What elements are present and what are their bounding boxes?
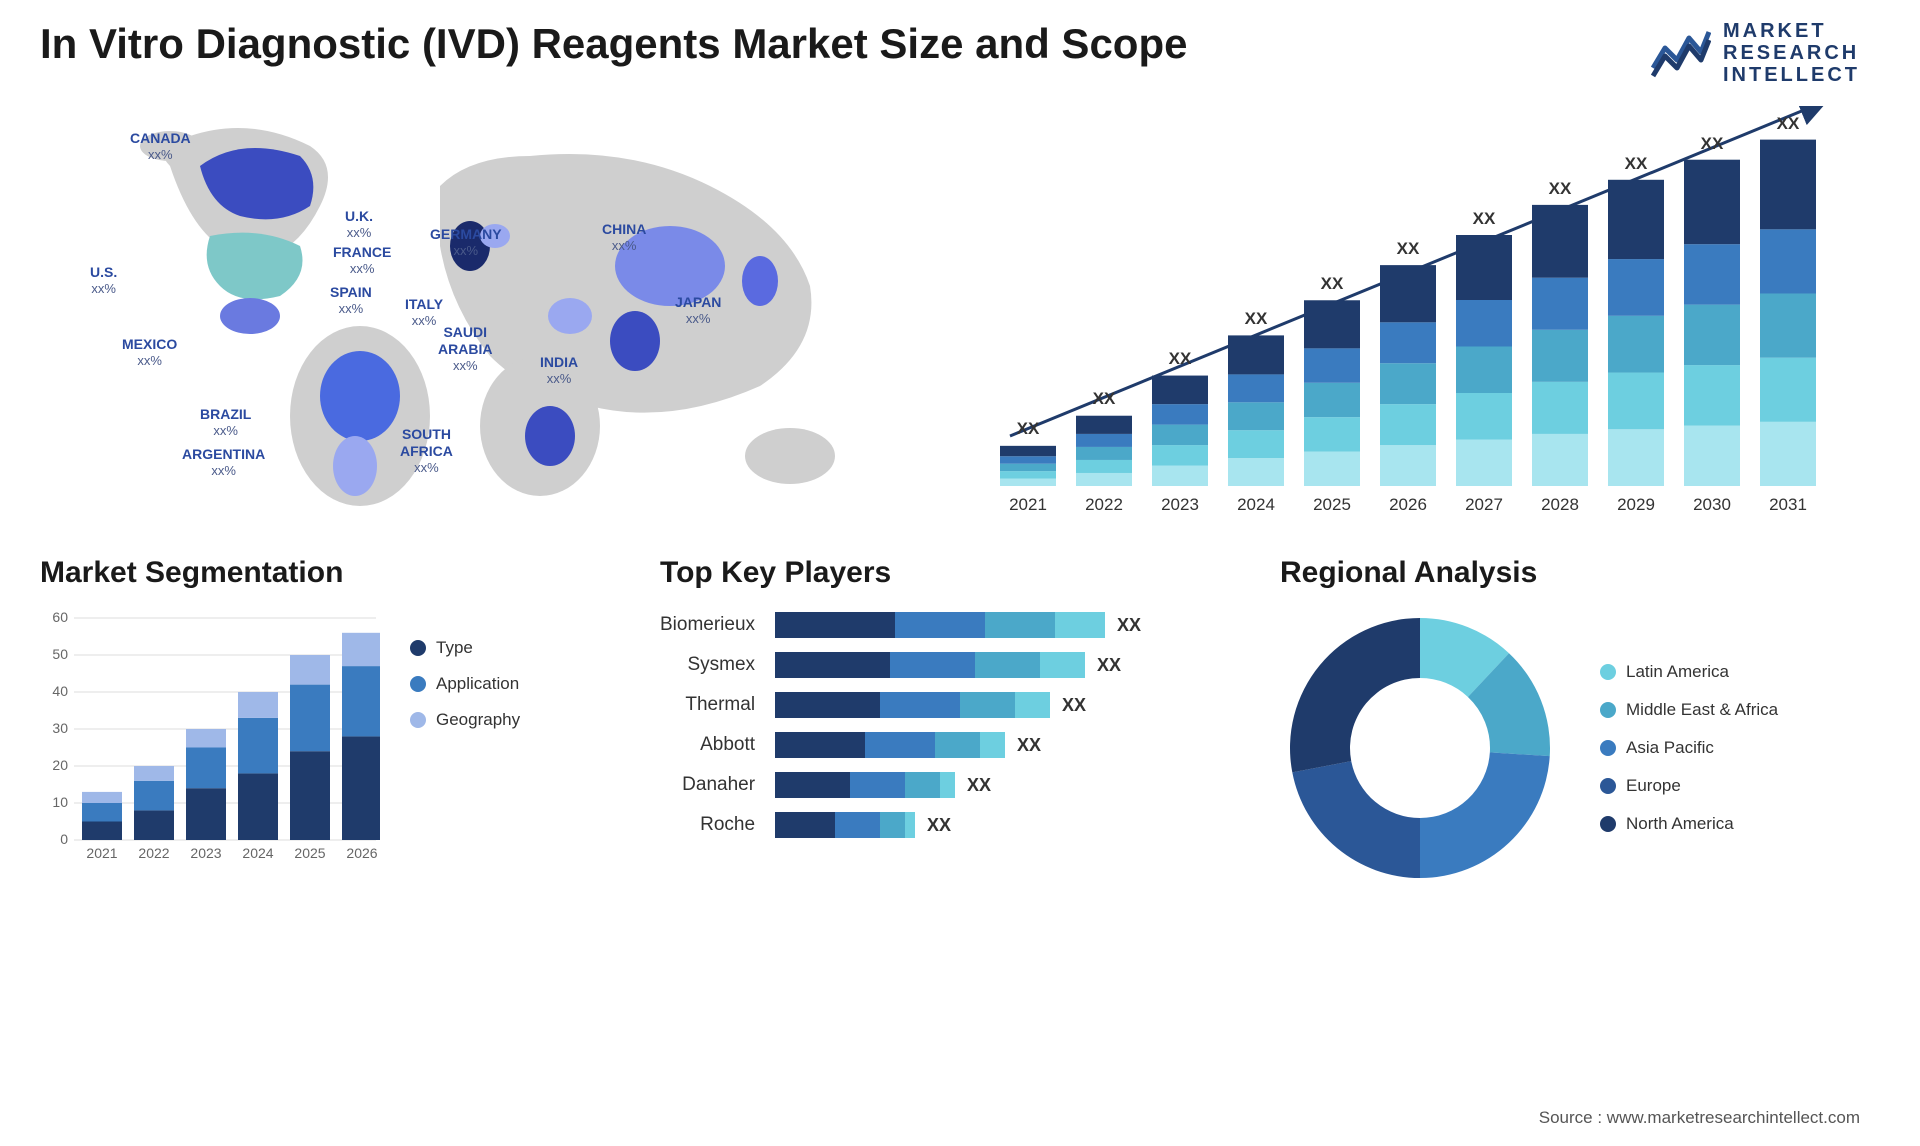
svg-text:2024: 2024 — [1237, 495, 1275, 514]
svg-text:2025: 2025 — [294, 845, 325, 861]
map-label: BRAZILxx% — [200, 406, 251, 438]
svg-text:XX: XX — [1777, 114, 1800, 133]
map-label: SOUTHAFRICAxx% — [400, 426, 453, 475]
segmentation-chart-svg: 0 10 20 30 40 50 60 2021 2022 2023 2024 2025 2026 — [40, 608, 380, 868]
player-name: Thermal — [685, 692, 755, 718]
regional-title: Regional Analysis — [1280, 556, 1860, 590]
svg-text:XX: XX — [1397, 239, 1420, 258]
player-value: XX — [1062, 695, 1086, 716]
svg-text:20: 20 — [52, 757, 68, 773]
svg-text:2027: 2027 — [1465, 495, 1503, 514]
player-value: XX — [1017, 735, 1041, 756]
player-name: Danaher — [682, 772, 755, 798]
player-value: XX — [1097, 655, 1121, 676]
svg-text:2022: 2022 — [1085, 495, 1123, 514]
svg-text:2024: 2024 — [242, 845, 273, 861]
world-map-svg — [40, 106, 940, 526]
regional-panel: Regional Analysis Latin America Middle Ea… — [1280, 556, 1860, 888]
map-label: CHINAxx% — [602, 221, 646, 253]
player-bar-row: XX — [775, 812, 1240, 838]
player-name: Roche — [700, 812, 755, 838]
logo-line2: RESEARCH — [1723, 42, 1860, 64]
legend-item: Application — [410, 674, 520, 694]
logo-line1: MARKET — [1723, 20, 1860, 42]
player-name: Biomerieux — [660, 612, 755, 638]
logo-line3: INTELLECT — [1723, 64, 1860, 86]
map-label: SAUDIARABIAxx% — [438, 324, 492, 373]
map-label: U.S.xx% — [90, 264, 117, 296]
regional-donut-svg — [1280, 608, 1560, 888]
map-label: CANADAxx% — [130, 130, 191, 162]
segmentation-panel: Market Segmentation 0 10 20 30 40 50 60 2021 202… — [40, 556, 620, 888]
map-label: MEXICOxx% — [122, 336, 177, 368]
players-title: Top Key Players — [660, 556, 1240, 590]
svg-text:2021: 2021 — [86, 845, 117, 861]
svg-text:2023: 2023 — [1161, 495, 1199, 514]
svg-text:50: 50 — [52, 646, 68, 662]
legend-item: Middle East & Africa — [1600, 700, 1778, 720]
map-label: SPAINxx% — [330, 284, 372, 316]
svg-text:30: 30 — [52, 720, 68, 736]
svg-text:0: 0 — [60, 831, 68, 847]
svg-text:XX: XX — [1093, 389, 1116, 408]
svg-text:2022: 2022 — [138, 845, 169, 861]
player-bar-row: XX — [775, 692, 1240, 718]
players-labels: Biomerieux Sysmex Thermal Abbott Danaher Roch… — [660, 608, 755, 838]
svg-text:2029: 2029 — [1617, 495, 1655, 514]
player-value: XX — [927, 815, 951, 836]
legend-item: Type — [410, 638, 520, 658]
map-label: U.K.xx% — [345, 208, 373, 240]
source-attribution: Source : www.marketresearchintellect.com — [1539, 1108, 1860, 1128]
legend-item: Europe — [1600, 776, 1778, 796]
svg-text:2026: 2026 — [1389, 495, 1427, 514]
svg-text:2028: 2028 — [1541, 495, 1579, 514]
map-label: JAPANxx% — [675, 294, 721, 326]
player-name: Sysmex — [687, 652, 755, 678]
player-value: XX — [1117, 615, 1141, 636]
svg-text:XX: XX — [1321, 274, 1344, 293]
players-bars: XX XX XX XX XX XX — [775, 608, 1240, 838]
map-label: FRANCExx% — [333, 244, 391, 276]
segmentation-legend: Type Application Geography — [410, 608, 520, 868]
player-name: Abbott — [700, 732, 755, 758]
svg-text:2023: 2023 — [190, 845, 221, 861]
map-label: ARGENTINAxx% — [182, 446, 265, 478]
svg-text:2030: 2030 — [1693, 495, 1731, 514]
player-bar-row: XX — [775, 732, 1240, 758]
legend-item: Latin America — [1600, 662, 1778, 682]
svg-text:XX: XX — [1701, 134, 1724, 153]
svg-text:XX: XX — [1245, 309, 1268, 328]
svg-text:10: 10 — [52, 794, 68, 810]
legend-item: North America — [1600, 814, 1778, 834]
player-value: XX — [967, 775, 991, 796]
logo-mark-icon — [1651, 28, 1711, 78]
legend-item: Asia Pacific — [1600, 738, 1778, 758]
svg-text:XX: XX — [1169, 349, 1192, 368]
svg-text:XX: XX — [1549, 179, 1572, 198]
svg-text:XX: XX — [1473, 209, 1496, 228]
legend-item: Geography — [410, 710, 520, 730]
brand-logo: MARKET RESEARCH INTELLECT — [1651, 20, 1860, 86]
svg-text:XX: XX — [1017, 419, 1040, 438]
svg-text:2031: 2031 — [1769, 495, 1807, 514]
player-bar-row: XX — [775, 612, 1240, 638]
regional-legend: Latin America Middle East & Africa Asia Pa… — [1600, 662, 1778, 834]
svg-text:2021: 2021 — [1009, 495, 1047, 514]
page-title: In Vitro Diagnostic (IVD) Reagents Marke… — [40, 20, 1187, 68]
svg-text:2025: 2025 — [1313, 495, 1351, 514]
svg-text:2026: 2026 — [346, 845, 377, 861]
player-bar-row: XX — [775, 652, 1240, 678]
map-label: INDIAxx% — [540, 354, 578, 386]
market-size-chart-svg: XX 2021 XX 2022 XX 2023 XX 2024 XX 2025 XX 2026 XX 20… — [980, 106, 1860, 526]
svg-text:XX: XX — [1625, 154, 1648, 173]
player-bar-row: XX — [775, 772, 1240, 798]
svg-text:60: 60 — [52, 609, 68, 625]
segmentation-title: Market Segmentation — [40, 556, 620, 590]
svg-text:40: 40 — [52, 683, 68, 699]
market-size-chart: XX 2021 XX 2022 XX 2023 XX 2024 XX 2025 XX 2026 XX 20… — [980, 106, 1860, 526]
players-panel: Top Key Players Biomerieux Sysmex Thermal A… — [660, 556, 1240, 888]
map-label: GERMANYxx% — [430, 226, 502, 258]
world-map: CANADAxx% U.S.xx% MEXICOxx% BRAZILxx% ARGENT… — [40, 106, 940, 526]
